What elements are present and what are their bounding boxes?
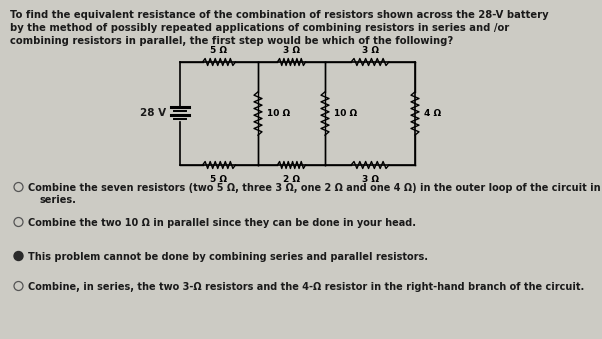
Text: 3 Ω: 3 Ω: [361, 46, 379, 55]
Text: 5 Ω: 5 Ω: [211, 175, 228, 184]
Text: This problem cannot be done by combining series and parallel resistors.: This problem cannot be done by combining…: [28, 252, 428, 262]
Text: by the method of possibly repeated applications of combining resistors in series: by the method of possibly repeated appli…: [10, 23, 509, 33]
Text: 2 Ω: 2 Ω: [283, 175, 300, 184]
Text: 5 Ω: 5 Ω: [211, 46, 228, 55]
Text: 10 Ω: 10 Ω: [267, 109, 290, 118]
Text: 3 Ω: 3 Ω: [283, 46, 300, 55]
Text: 28 V: 28 V: [140, 108, 166, 119]
Circle shape: [14, 218, 23, 226]
Text: 4 Ω: 4 Ω: [424, 109, 441, 118]
Circle shape: [14, 182, 23, 192]
Text: combining resistors in parallel, the first step would be which of the following?: combining resistors in parallel, the fir…: [10, 36, 453, 46]
Text: 10 Ω: 10 Ω: [334, 109, 357, 118]
Text: To find the equivalent resistance of the combination of resistors shown across t: To find the equivalent resistance of the…: [10, 10, 548, 20]
Circle shape: [14, 252, 23, 260]
Circle shape: [14, 281, 23, 291]
Text: Combine the seven resistors (two 5 Ω, three 3 Ω, one 2 Ω and one 4 Ω) in the out: Combine the seven resistors (two 5 Ω, th…: [28, 183, 601, 193]
Text: series.: series.: [40, 195, 77, 205]
Text: Combine, in series, the two 3-Ω resistors and the 4-Ω resistor in the right-hand: Combine, in series, the two 3-Ω resistor…: [28, 282, 585, 292]
Text: 3 Ω: 3 Ω: [361, 175, 379, 184]
Text: Combine the two 10 Ω in parallel since they can be done in your head.: Combine the two 10 Ω in parallel since t…: [28, 218, 416, 228]
